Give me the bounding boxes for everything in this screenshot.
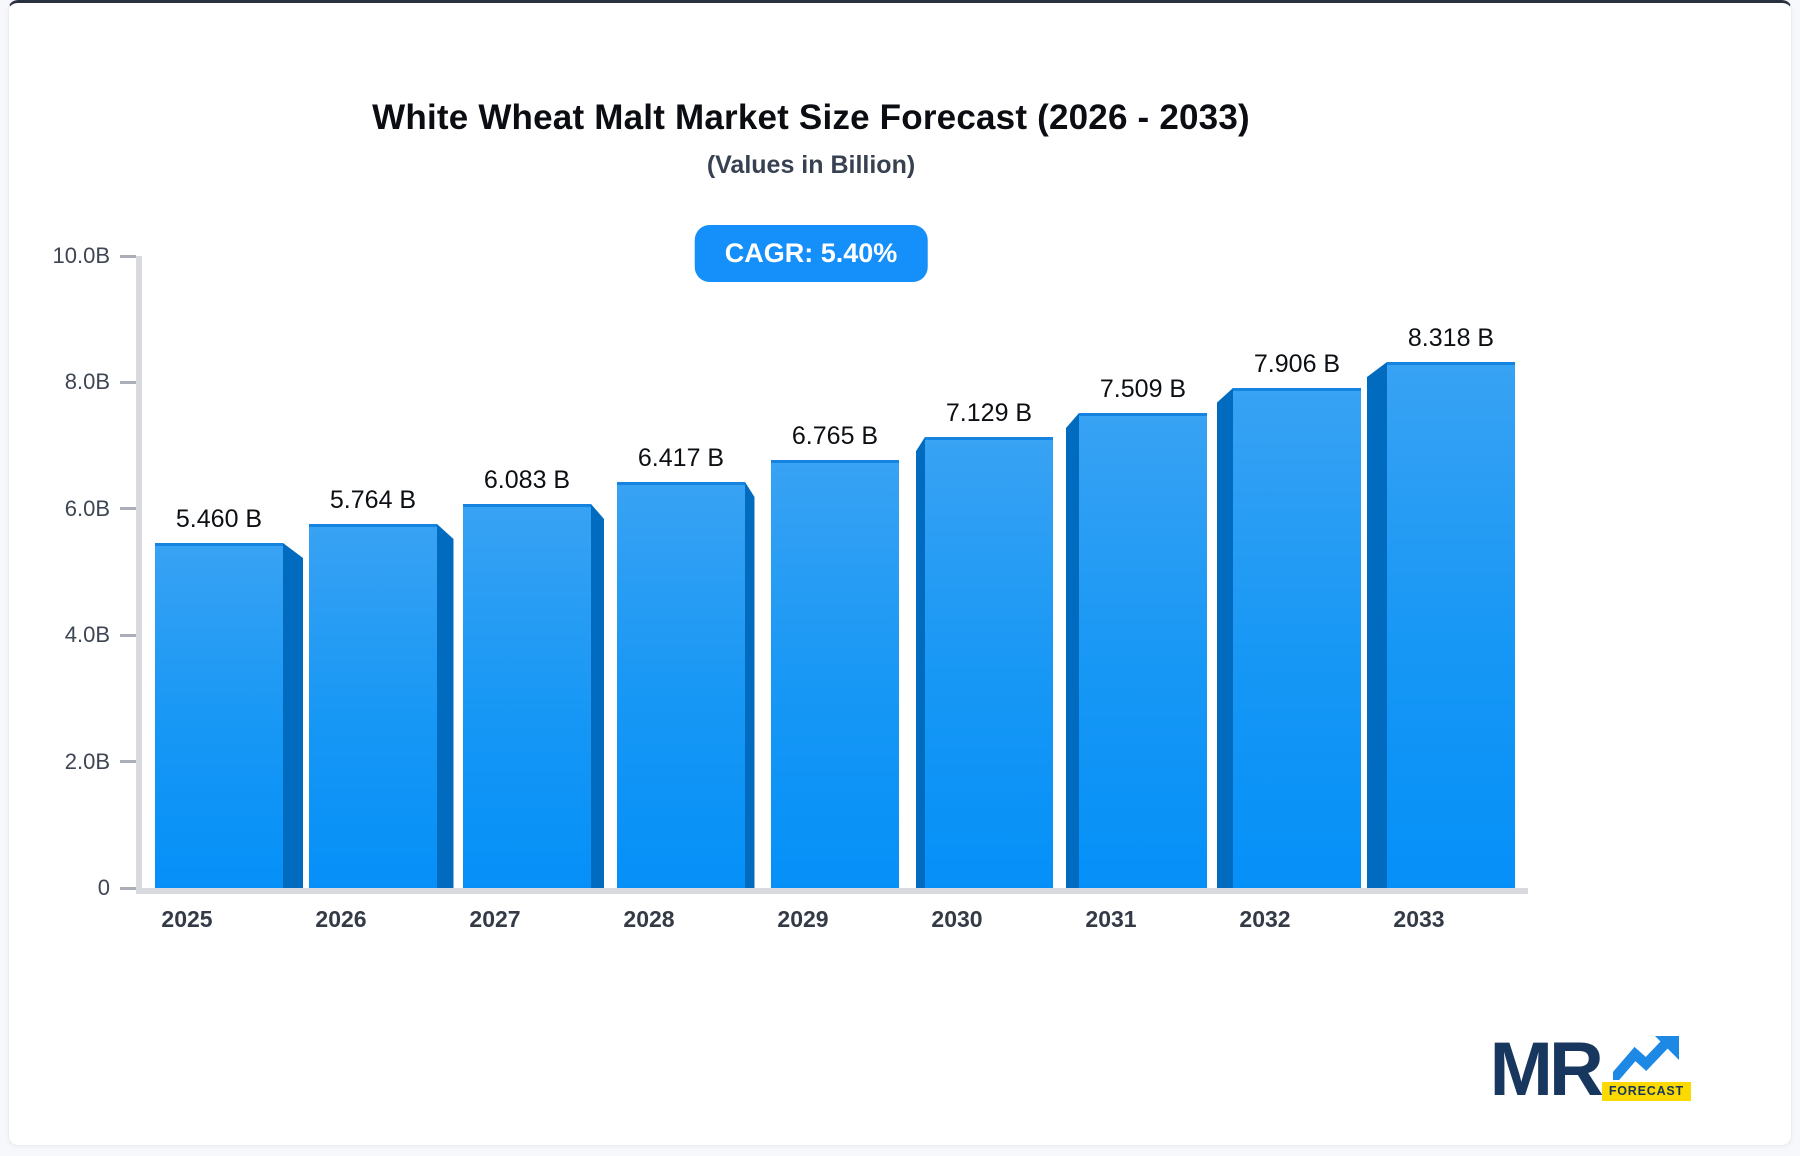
trend-arrow-icon bbox=[1613, 1036, 1680, 1080]
bar-value-label: 6.765 B bbox=[791, 422, 879, 450]
bar-slot-2031: 7.509 B bbox=[1066, 256, 1220, 888]
bar-value-label: 7.509 B bbox=[1099, 375, 1187, 403]
x-tick-label-2030: 2030 bbox=[931, 906, 983, 932]
y-tick-label: 8.0B bbox=[64, 369, 110, 395]
x-tick-label-2029: 2029 bbox=[777, 906, 829, 932]
bar-2027 bbox=[463, 504, 604, 888]
x-tick-label-2033: 2033 bbox=[1393, 906, 1445, 932]
plot-region: 5.460 B 5.764 B 6.083 B 6.417 B 6.765 B 7.129… bbox=[136, 256, 1528, 894]
y-tick-dash bbox=[120, 254, 136, 258]
y-tick: 10.0B bbox=[52, 243, 136, 269]
bar-face bbox=[925, 437, 1053, 888]
y-tick: 2.0B bbox=[65, 749, 136, 775]
chart-subtitle: (Values in Billion) bbox=[706, 151, 916, 179]
bar-side-shade bbox=[1367, 362, 1387, 888]
bar-slot-2032: 7.906 B bbox=[1216, 256, 1374, 888]
bar-side-shade bbox=[591, 504, 604, 888]
y-tick-dash bbox=[120, 760, 136, 764]
bar-side-shade bbox=[915, 437, 925, 888]
logo-forecast-text: FORECAST bbox=[1601, 1082, 1691, 1101]
bar-2031 bbox=[1066, 413, 1207, 888]
bar-slot-2027: 6.083 B bbox=[450, 256, 604, 888]
bar-value-label: 5.460 B bbox=[175, 505, 263, 533]
bar-2033 bbox=[1367, 362, 1515, 888]
bar-2032 bbox=[1216, 388, 1361, 888]
bar-2028 bbox=[617, 482, 755, 888]
bar-value-label: 6.083 B bbox=[483, 466, 571, 494]
y-tick-dash bbox=[120, 380, 136, 384]
y-tick-label: 10.0B bbox=[52, 243, 111, 268]
bar-face bbox=[771, 460, 899, 888]
cagr-badge: CAGR: 5.40% bbox=[694, 225, 928, 282]
x-tick-label-2025: 2025 bbox=[161, 906, 213, 932]
bar-slot-2029: 6.765 B bbox=[758, 256, 912, 888]
bar-side-shade bbox=[745, 482, 755, 888]
bar-value-label: 6.417 B bbox=[637, 444, 725, 472]
y-tick-dash bbox=[120, 633, 136, 637]
y-tick-dash bbox=[120, 886, 136, 890]
y-tick-dash bbox=[120, 507, 136, 511]
y-tick-label: 6.0B bbox=[64, 495, 110, 521]
bar-face bbox=[617, 482, 745, 888]
x-tick-label-2031: 2031 bbox=[1085, 906, 1137, 932]
bar-value-label: 7.906 B bbox=[1253, 350, 1341, 378]
bar-slot-2026: 5.764 B bbox=[296, 256, 454, 888]
bar-2029 bbox=[771, 460, 899, 888]
bar-side-shade bbox=[1216, 388, 1233, 888]
bar-face bbox=[1079, 413, 1207, 888]
bar-slot-2028: 6.417 B bbox=[604, 256, 758, 888]
bar-value-label: 5.764 B bbox=[329, 486, 417, 514]
x-tick-label-2026: 2026 bbox=[315, 906, 367, 932]
bar-2026 bbox=[309, 524, 454, 888]
y-tick: 0 bbox=[98, 875, 136, 901]
logo-mr-text: MR bbox=[1489, 1026, 1604, 1112]
bar-face bbox=[463, 504, 591, 888]
chart-area: White Wheat Malt Market Size Forecast (2… bbox=[9, 3, 1791, 1145]
bar-side-shade bbox=[1066, 413, 1079, 888]
x-tick-label-2028: 2028 bbox=[623, 906, 675, 932]
bar-chart: 10.0B 8.0B 6.0B 4.0B 2.0B 0 5.460 B 5.764 B 6.0… bbox=[41, 243, 1528, 900]
y-axis: 10.0B 8.0B 6.0B 4.0B 2.0B 0 bbox=[41, 243, 136, 900]
bar-value-label: 8.318 B bbox=[1407, 324, 1495, 352]
bar-face bbox=[1233, 388, 1361, 888]
bar-face bbox=[1387, 362, 1515, 888]
y-tick: 6.0B bbox=[65, 496, 136, 522]
y-tick-label: 2.0B bbox=[64, 748, 110, 774]
bar-slot-2030: 7.129 B bbox=[912, 256, 1066, 888]
bar-side-shade bbox=[437, 524, 454, 888]
x-axis-labels: 2025 2026 2027 2028 2029 2030 2031 2032 2033 bbox=[110, 906, 1496, 933]
y-tick: 4.0B bbox=[65, 622, 136, 648]
bar-2025 bbox=[155, 543, 303, 888]
bar-value-label: 7.129 B bbox=[945, 399, 1033, 427]
bar-slot-2033: 8.318 B bbox=[1367, 256, 1528, 888]
y-tick: 8.0B bbox=[65, 369, 136, 395]
bar-face bbox=[309, 524, 437, 888]
bar-side-shade bbox=[283, 543, 303, 888]
x-tick-label-2027: 2027 bbox=[469, 906, 521, 932]
bar-2030 bbox=[915, 437, 1053, 888]
bar-face bbox=[155, 543, 283, 888]
y-tick-label: 0 bbox=[97, 875, 110, 900]
x-tick-label-2032: 2032 bbox=[1239, 906, 1291, 932]
bars-row: 5.460 B 5.764 B 6.083 B 6.417 B 6.765 B 7.129… bbox=[142, 256, 1528, 888]
chart-card: White Wheat Malt Market Size Forecast (2… bbox=[8, 0, 1792, 1146]
chart-title: White Wheat Malt Market Size Forecast (2… bbox=[372, 98, 1250, 137]
y-tick-label: 4.0B bbox=[64, 622, 110, 648]
mrforecast-logo: MR FORECAST bbox=[1489, 1026, 1691, 1112]
bar-slot-2025: 5.460 B bbox=[142, 256, 303, 888]
